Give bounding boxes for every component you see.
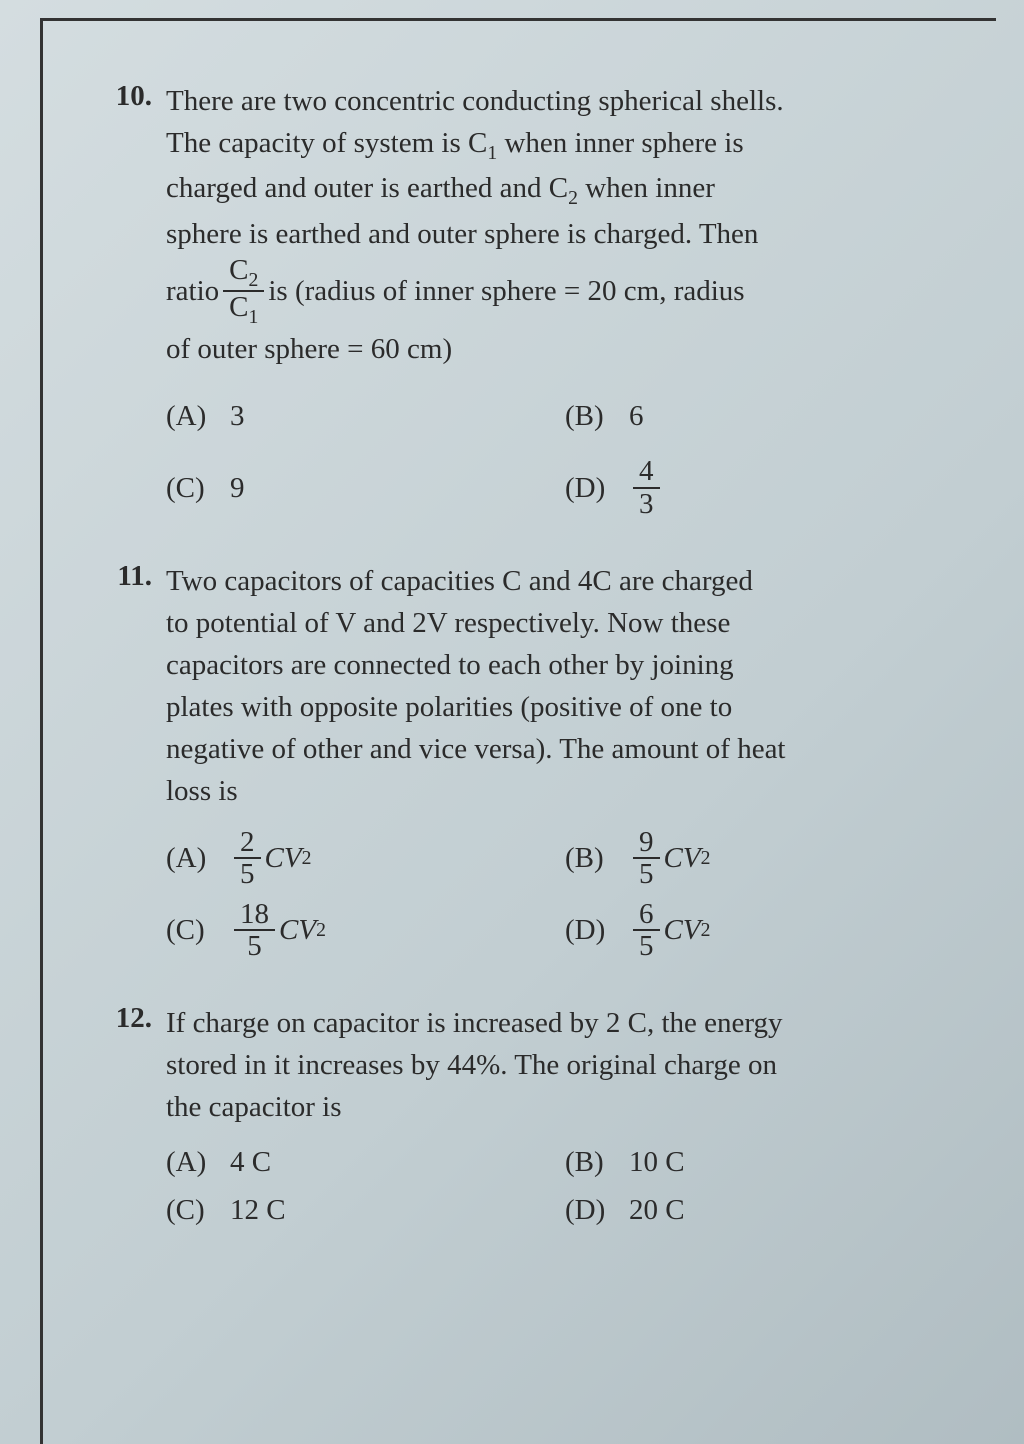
opt-frac-num: 2	[234, 827, 261, 859]
q12-options: (A) 4 C (B) 10 C (C) 12 C (D) 20 C	[166, 1138, 964, 1234]
q10-sub1: 1	[487, 142, 497, 164]
opt-label: (B)	[565, 837, 629, 879]
opt-cv-sup: 2	[701, 916, 711, 945]
q10-line1: There are two concentric conducting sphe…	[166, 85, 784, 117]
q10-opt-a[interactable]: (A) 3	[166, 380, 565, 452]
opt-frac-den: 3	[633, 489, 660, 519]
opt-value: 6	[629, 395, 644, 437]
q10-frac-den-sub: 1	[249, 306, 259, 328]
opt-frac-num: 9	[633, 827, 660, 859]
q10-frac-num: C2	[223, 255, 264, 293]
question-number: 11.	[80, 560, 166, 966]
question-body: There are two concentric conducting sphe…	[166, 80, 964, 524]
question-12: 12. If charge on capacitor is increased …	[80, 1002, 964, 1234]
q10-opt-c[interactable]: (C) 9	[166, 452, 565, 524]
q10-opt-b[interactable]: (B) 6	[565, 380, 964, 452]
question-11: 11. Two capacitors of capacities C and 4…	[80, 560, 964, 966]
opt-value: 10 C	[629, 1141, 685, 1183]
q10-line6: of outer sphere = 60 cm)	[166, 333, 452, 365]
q12-opt-a[interactable]: (A) 4 C	[166, 1138, 565, 1186]
q12-opt-d[interactable]: (D) 20 C	[565, 1186, 964, 1234]
opt-label: (A)	[166, 1141, 230, 1183]
opt-frac-den: 5	[234, 859, 261, 889]
q11-opt-d[interactable]: (D) 6 5 CV2	[565, 894, 964, 966]
q10-ratio-line: ratio C2 C1 is (radius of inner sphere =…	[166, 255, 745, 328]
q10-frac-num-sub: 2	[249, 269, 259, 291]
opt-label: (C)	[166, 1189, 230, 1231]
opt-label: (B)	[565, 395, 629, 437]
opt-frac: 2 5	[234, 827, 261, 890]
q11-opt-a[interactable]: (A) 2 5 CV2	[166, 822, 565, 894]
q10-frac: C2 C1	[223, 255, 264, 328]
q10-frac-num-c: C	[229, 254, 248, 286]
opt-value: 20 C	[629, 1189, 685, 1231]
question-number: 10.	[80, 80, 166, 524]
opt-label: (D)	[565, 1189, 629, 1231]
opt-cv-sup: 2	[302, 844, 312, 873]
q10-line4: sphere is earthed and outer sphere is ch…	[166, 218, 758, 250]
opt-value: 3	[230, 395, 245, 437]
opt-cv: CV	[279, 909, 316, 951]
q12-opt-b[interactable]: (B) 10 C	[565, 1138, 964, 1186]
q11-line2: to potential of V and 2V respectively. N…	[166, 607, 730, 639]
q11-line5: negative of other and vice versa). The a…	[166, 733, 786, 765]
question-body: Two capacitors of capacities C and 4C ar…	[166, 560, 964, 966]
opt-label: (C)	[166, 909, 230, 951]
opt-frac-den: 5	[633, 931, 660, 961]
q10-sub2: 2	[568, 187, 578, 209]
opt-frac-den: 5	[241, 931, 268, 961]
opt-value: 9	[230, 467, 245, 509]
q11-opt-b[interactable]: (B) 9 5 CV2	[565, 822, 964, 894]
q10-line2b: when inner sphere is	[497, 127, 743, 159]
q11-line6: loss is	[166, 775, 238, 807]
opt-label: (A)	[166, 395, 230, 437]
opt-cv: CV	[664, 837, 701, 879]
q12-line1: If charge on capacitor is increased by 2…	[166, 1007, 783, 1039]
page: 10. There are two concentric conducting …	[0, 0, 1024, 1444]
q10-line2a: The capacity of system is C	[166, 127, 487, 159]
q11-line4: plates with opposite polarities (positiv…	[166, 691, 732, 723]
question-body: If charge on capacitor is increased by 2…	[166, 1002, 964, 1234]
opt-label: (C)	[166, 467, 230, 509]
q11-line3: capacitors are connected to each other b…	[166, 649, 734, 681]
q12-line2: stored in it increases by 44%. The origi…	[166, 1049, 777, 1081]
opt-value: 12 C	[230, 1189, 286, 1231]
opt-label: (A)	[166, 837, 230, 879]
opt-cv-sup: 2	[316, 916, 326, 945]
opt-frac: 4 3	[633, 456, 660, 519]
q10-line3b: when inner	[578, 172, 715, 204]
q11-opt-c[interactable]: (C) 18 5 CV2	[166, 894, 565, 966]
opt-value: 4 C	[230, 1141, 271, 1183]
opt-frac-num: 6	[633, 899, 660, 931]
opt-cv: CV	[664, 909, 701, 951]
opt-frac-num: 4	[633, 456, 660, 488]
question-number: 12.	[80, 1002, 166, 1234]
q10-line3a: charged and outer is earthed and C	[166, 172, 568, 204]
opt-frac: 6 5	[633, 899, 660, 962]
opt-frac-den: 5	[633, 859, 660, 889]
q12-opt-c[interactable]: (C) 12 C	[166, 1186, 565, 1234]
question-10: 10. There are two concentric conducting …	[80, 80, 964, 524]
q11-line1: Two capacitors of capacities C and 4C ar…	[166, 565, 753, 597]
q12-line3: the capacitor is	[166, 1091, 342, 1123]
q10-options: (A) 3 (B) 6 (C) 9 (D) 4 3	[166, 380, 964, 524]
opt-label: (D)	[565, 467, 629, 509]
q10-opt-d[interactable]: (D) 4 3	[565, 452, 964, 524]
opt-cv: CV	[265, 837, 302, 879]
opt-label: (B)	[565, 1141, 629, 1183]
opt-frac: 9 5	[633, 827, 660, 890]
q10-line5b: is (radius of inner sphere = 20 cm, radi…	[268, 270, 744, 312]
opt-frac: 18 5	[234, 899, 275, 962]
opt-label: (D)	[565, 909, 629, 951]
q10-ratio-word: ratio	[166, 270, 219, 312]
opt-cv-sup: 2	[701, 844, 711, 873]
q11-options: (A) 2 5 CV2 (B) 9 5 CV2 (C)	[166, 822, 964, 966]
opt-frac-num: 18	[234, 899, 275, 931]
q10-frac-den: C1	[223, 292, 264, 328]
q10-frac-den-c: C	[229, 291, 248, 323]
